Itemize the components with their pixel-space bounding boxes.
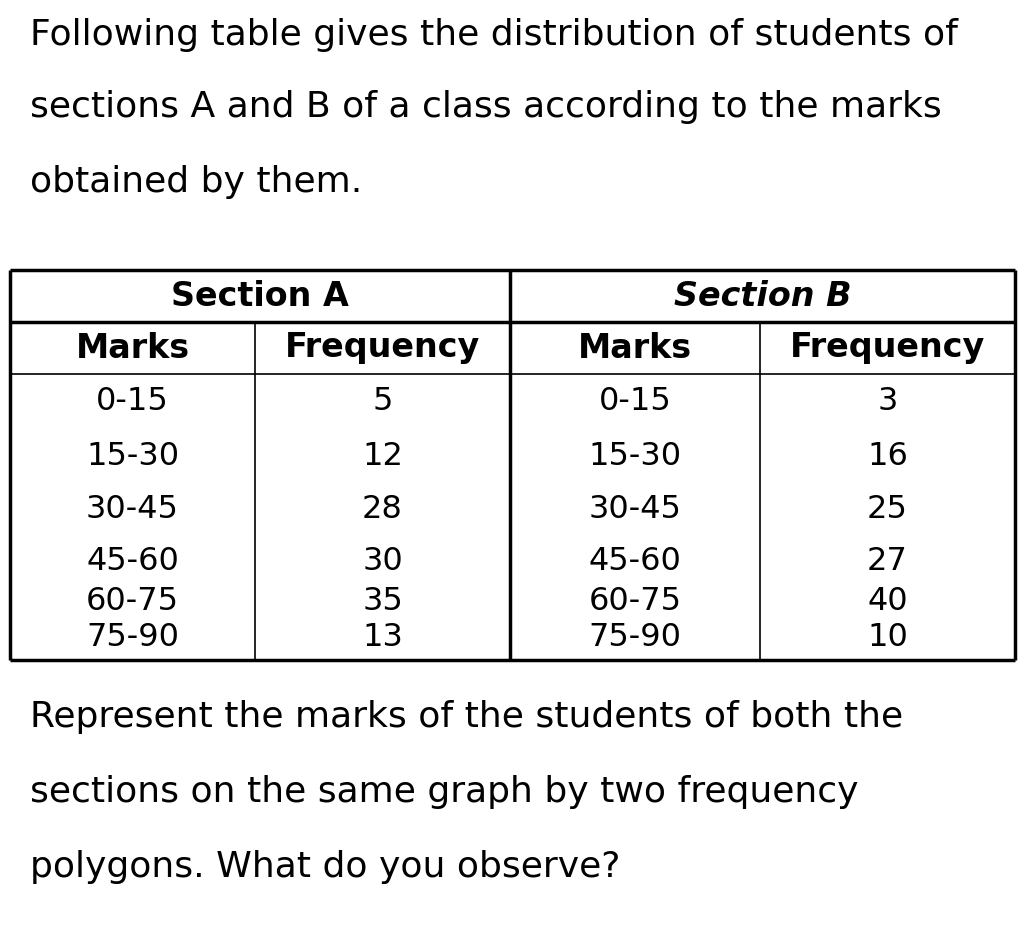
Text: 35: 35 <box>362 586 402 616</box>
Text: Frequency: Frequency <box>790 331 985 365</box>
Text: 10: 10 <box>867 622 908 653</box>
Text: 0-15: 0-15 <box>599 386 672 417</box>
Text: 45-60: 45-60 <box>86 546 179 576</box>
Text: 40: 40 <box>867 586 908 616</box>
Text: 25: 25 <box>867 493 908 524</box>
Text: Section B: Section B <box>674 279 851 313</box>
Text: 45-60: 45-60 <box>589 546 681 576</box>
Text: 30-45: 30-45 <box>589 493 681 524</box>
Text: obtained by them.: obtained by them. <box>30 165 362 199</box>
Text: 75-90: 75-90 <box>86 622 179 653</box>
Text: 30: 30 <box>362 546 402 576</box>
Text: Section A: Section A <box>171 279 349 313</box>
Text: Frequency: Frequency <box>285 331 480 365</box>
Text: 60-75: 60-75 <box>589 586 682 616</box>
Text: 75-90: 75-90 <box>589 622 682 653</box>
Text: 5: 5 <box>373 386 392 417</box>
Text: Marks: Marks <box>578 331 692 365</box>
Text: 16: 16 <box>867 441 908 472</box>
Text: sections on the same graph by two frequency: sections on the same graph by two freque… <box>30 775 858 809</box>
Text: Marks: Marks <box>76 331 189 365</box>
Text: Following table gives the distribution of students of: Following table gives the distribution o… <box>30 18 957 52</box>
Text: 30-45: 30-45 <box>86 493 179 524</box>
Text: 28: 28 <box>362 493 402 524</box>
Text: 15-30: 15-30 <box>86 441 179 472</box>
Text: 13: 13 <box>362 622 402 653</box>
Text: 27: 27 <box>867 546 908 576</box>
Text: polygons. What do you observe?: polygons. What do you observe? <box>30 850 621 884</box>
Text: sections A and B of a class according to the marks: sections A and B of a class according to… <box>30 90 942 124</box>
Text: Represent the marks of the students of both the: Represent the marks of the students of b… <box>30 700 903 734</box>
Text: 12: 12 <box>362 441 403 472</box>
Text: 0-15: 0-15 <box>96 386 169 417</box>
Text: 60-75: 60-75 <box>86 586 179 616</box>
Text: 15-30: 15-30 <box>589 441 682 472</box>
Text: 3: 3 <box>878 386 898 417</box>
